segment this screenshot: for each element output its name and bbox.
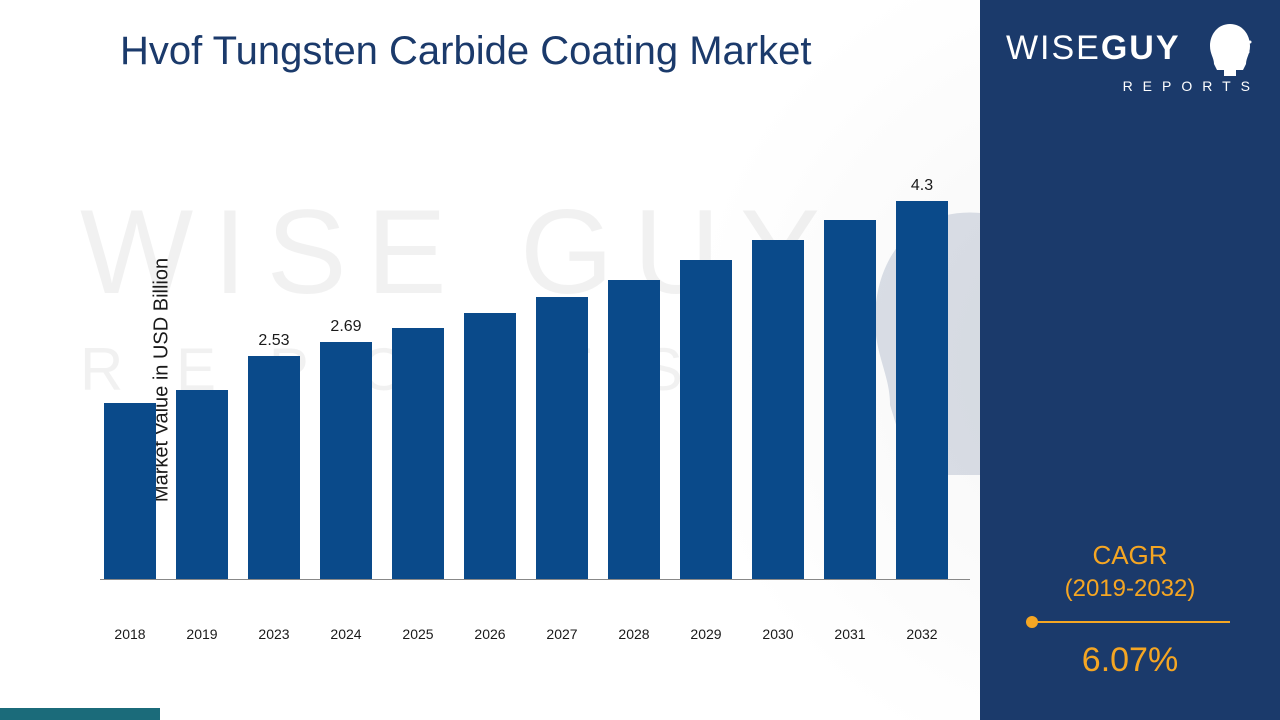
bar-chart: Market Value in USD Billion 2.532.694.3 … (100, 140, 970, 620)
cagr-label: CAGR (980, 540, 1280, 571)
x-tick-label: 2024 (330, 626, 361, 642)
bar-fill (680, 260, 732, 579)
bar-fill (752, 240, 804, 579)
chart-bar: 2.69 (320, 342, 372, 579)
logo-text-wise: WISE (1006, 29, 1101, 67)
x-tick-label: 2018 (114, 626, 145, 642)
bar-fill (176, 390, 228, 579)
chart-bar: 2.53 (248, 356, 300, 579)
x-tick-label: 2025 (402, 626, 433, 642)
bar-value-label: 4.3 (911, 177, 933, 195)
cagr-divider (1030, 621, 1230, 623)
bar-value-label: 2.69 (330, 318, 361, 336)
bar-fill (464, 313, 516, 579)
bar-value-label: 2.53 (258, 332, 289, 350)
cagr-value: 6.07% (980, 641, 1280, 680)
logo-text-guy: GUY (1101, 29, 1181, 67)
bar-fill (320, 342, 372, 579)
logo-head-icon (1200, 20, 1260, 80)
x-tick-label: 2029 (690, 626, 721, 642)
x-tick-label: 2023 (258, 626, 289, 642)
bar-fill (824, 220, 876, 579)
bar-fill (608, 280, 660, 579)
x-tick-label: 2028 (618, 626, 649, 642)
cagr-range: (2019-2032) (980, 575, 1280, 603)
x-tick-label: 2030 (762, 626, 793, 642)
logo-text-reports: REPORTS (1006, 78, 1260, 94)
cagr-block: CAGR (2019-2032) 6.07% (980, 540, 1280, 680)
x-tick-label: 2019 (186, 626, 217, 642)
bar-fill (536, 297, 588, 579)
plot-area: 2.53 2.69 4.3 (100, 140, 970, 580)
chart-bar (392, 328, 444, 579)
chart-bar: 4.3 (896, 201, 948, 579)
chart-bar (104, 403, 156, 579)
x-tick-label: 2027 (546, 626, 577, 642)
x-tick-label: 2026 (474, 626, 505, 642)
x-tick-label: 2031 (834, 626, 865, 642)
chart-bar (536, 297, 588, 579)
bar-fill (392, 328, 444, 579)
brand-logo: WISEGUY REPORTS (1006, 20, 1260, 94)
bar-fill (104, 403, 156, 579)
x-axis-labels: 2018 2019 2023 2024 2025 2026 2027 2028 2029 2030… (100, 620, 970, 648)
bar-fill (248, 356, 300, 579)
chart-bar (176, 390, 228, 579)
chart-bar (824, 220, 876, 579)
x-tick-label: 2032 (906, 626, 937, 642)
bottom-accent-bar (0, 708, 160, 720)
chart-bar (680, 260, 732, 579)
chart-bar (464, 313, 516, 579)
chart-bar (752, 240, 804, 579)
chart-bar (608, 280, 660, 579)
page-title: Hvof Tungsten Carbide Coating Market (120, 28, 840, 74)
bar-fill (896, 201, 948, 579)
